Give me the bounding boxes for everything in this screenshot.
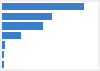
Bar <box>2 3 84 10</box>
Bar <box>2 13 52 20</box>
Bar <box>2 60 4 68</box>
Bar <box>2 51 4 58</box>
Bar <box>2 22 43 30</box>
Bar <box>2 32 21 39</box>
Bar <box>2 41 5 49</box>
